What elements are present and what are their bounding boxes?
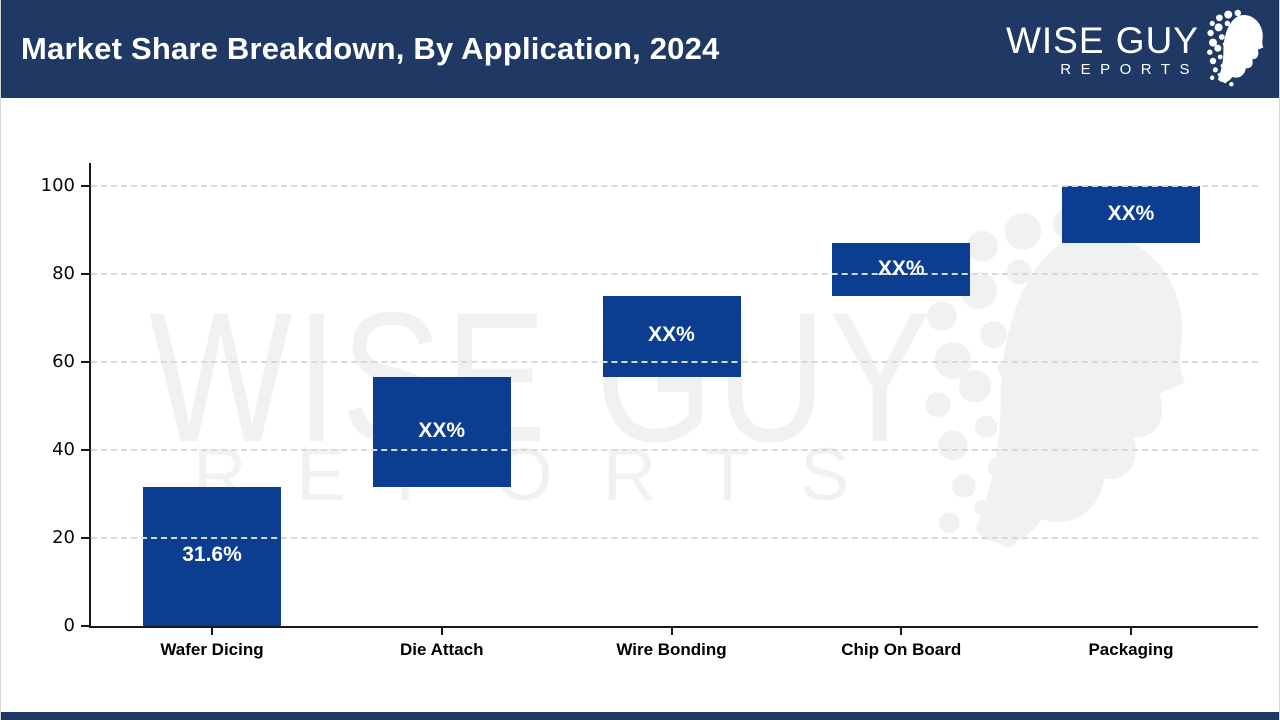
- x-category-label: Wafer Dicing: [160, 640, 264, 659]
- y-tick-label: 40: [52, 439, 75, 460]
- logo-wordmark: WISE GUY: [1005, 19, 1199, 61]
- y-tick-mark: [81, 625, 89, 627]
- bar-packaging: [1062, 186, 1200, 244]
- bar-wire-bonding: [602, 296, 741, 377]
- x-tick-mark: [900, 628, 903, 635]
- x-category-label: Wire Bonding: [616, 640, 727, 659]
- logo-head-profile-icon: [1207, 9, 1264, 87]
- x-tick-mark: [440, 628, 443, 635]
- x-axis-line: [89, 626, 1258, 628]
- gridline-100: [91, 185, 1258, 187]
- bar-value-label: XX%: [877, 256, 925, 280]
- wise-guy-reports-logo: WISE GUY REPORTS: [1006, 8, 1279, 90]
- header-band: Market Share Breakdown, By Application, …: [1, 0, 1279, 98]
- y-tick-mark: [81, 449, 89, 451]
- watermark-subtitle: REPORTS: [193, 433, 900, 516]
- y-tick-label: 100: [40, 175, 75, 196]
- bar-die-attach: [372, 376, 511, 487]
- y-axis-line: [89, 163, 91, 627]
- x-category-label: Die Attach: [400, 640, 484, 659]
- bar-value-label: XX%: [648, 323, 695, 347]
- y-tick-label: 80: [52, 263, 75, 284]
- chart-title: Market Share Breakdown, By Application, …: [21, 31, 720, 66]
- gridline-20: [91, 537, 1258, 539]
- gridline-60: [91, 361, 1258, 363]
- bar-value-label: XX%: [418, 418, 466, 442]
- y-tick-label: 60: [52, 351, 75, 372]
- bar-value-label: 31.6%: [182, 543, 242, 567]
- y-tick-mark: [81, 273, 89, 275]
- y-tick-mark: [81, 361, 89, 363]
- watermark-wordmark: WISE GUY: [149, 275, 934, 481]
- x-category-label: Chip On Board: [841, 640, 962, 659]
- y-tick-label: 20: [52, 527, 75, 548]
- logo-subtitle: REPORTS: [1060, 60, 1199, 78]
- logo-text: WISE GUY REPORTS: [1006, 22, 1199, 77]
- x-tick-mark: [211, 628, 213, 635]
- gridline-80: [91, 273, 1258, 275]
- bar-chip-on-board: [832, 243, 971, 296]
- bar-wafer-dicing: [143, 486, 281, 626]
- x-category-label: Packaging: [1088, 640, 1174, 659]
- y-tick-mark: [81, 185, 89, 187]
- x-tick-mark: [670, 628, 673, 635]
- gridline-40: [91, 449, 1258, 451]
- bar-value-label: XX%: [1107, 201, 1155, 225]
- footer-stripe: [1, 712, 1279, 720]
- y-tick-mark: [81, 537, 89, 539]
- y-tick-label: 0: [63, 615, 75, 636]
- x-tick-mark: [1130, 628, 1132, 635]
